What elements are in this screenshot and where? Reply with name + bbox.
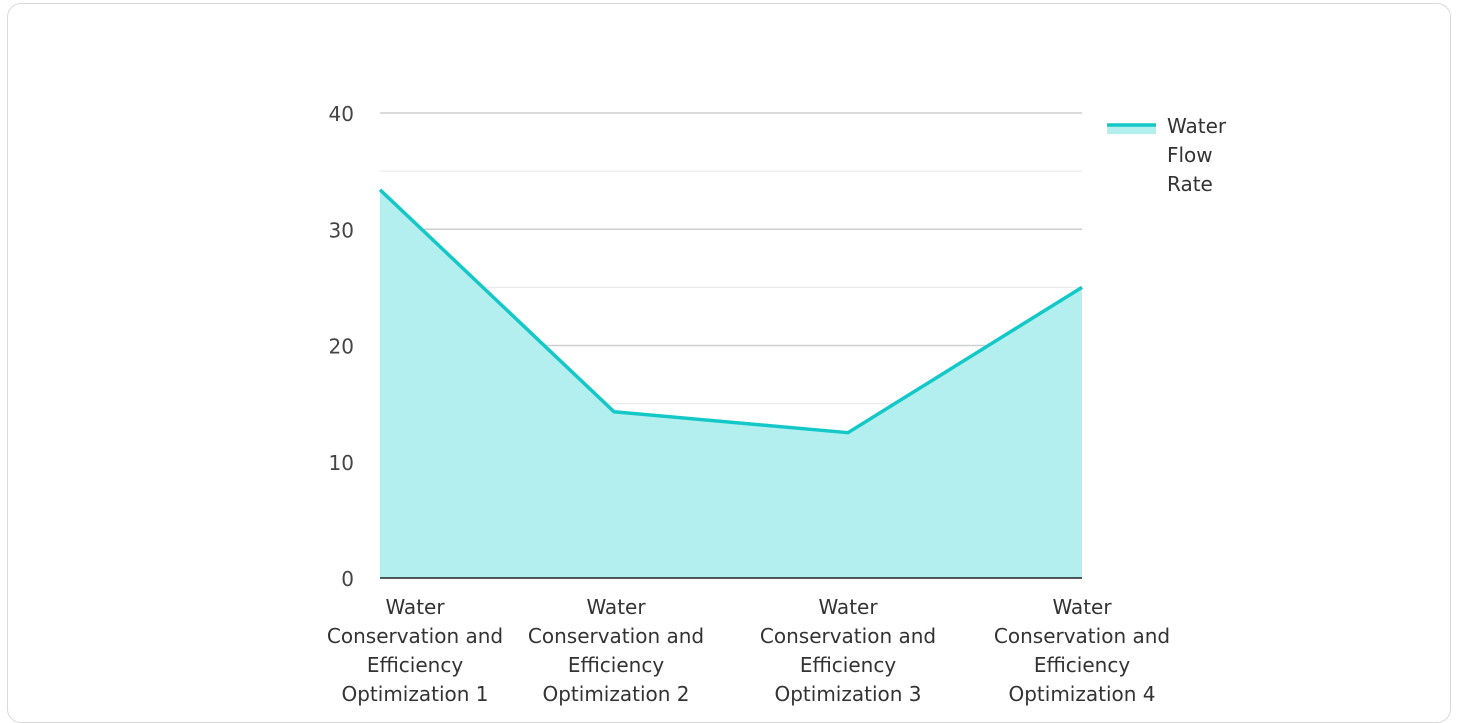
series-area-fill xyxy=(380,190,1082,578)
y-tick-label: 20 xyxy=(329,335,354,359)
y-tick-label: 0 xyxy=(341,567,354,591)
y-tick-label: 10 xyxy=(329,451,354,475)
y-tick-label: 30 xyxy=(329,218,354,242)
y-tick-label: 40 xyxy=(329,102,354,126)
y-axis-ticks: 0 10 20 30 40 xyxy=(329,102,354,591)
